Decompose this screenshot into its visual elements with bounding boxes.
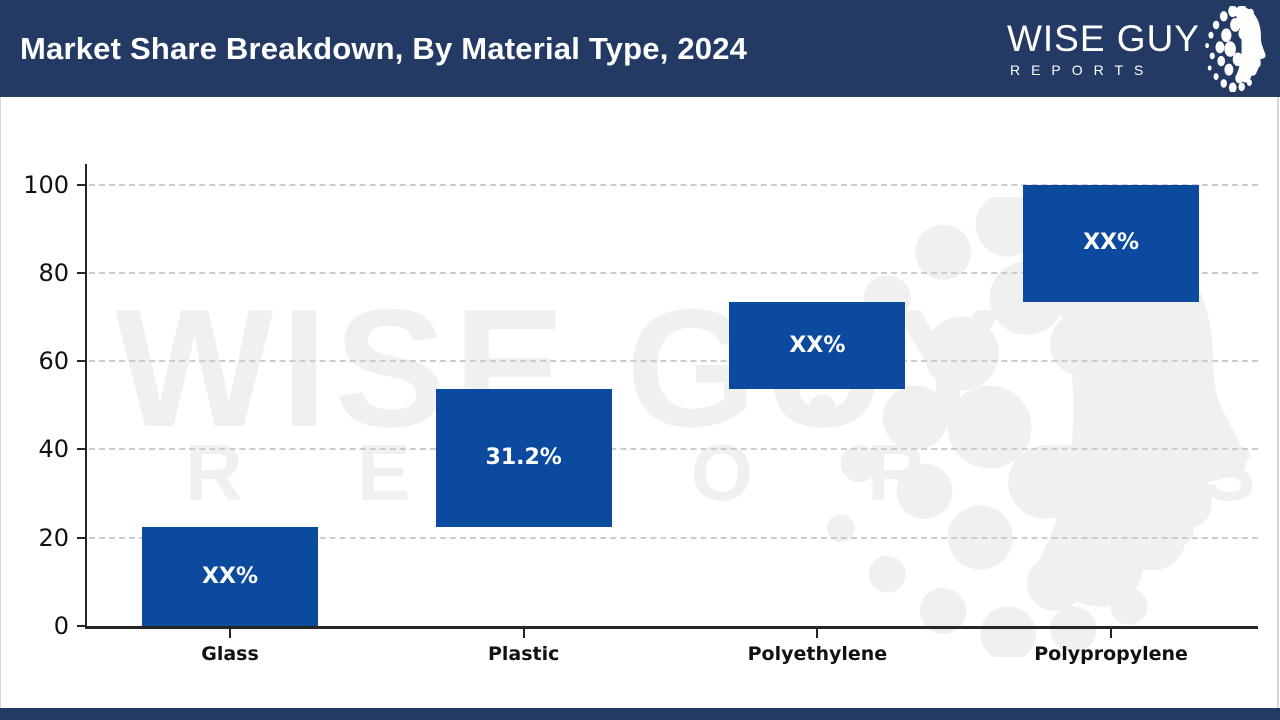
bar	[729, 301, 906, 390]
right-border	[1277, 97, 1279, 708]
x-tick	[816, 629, 819, 638]
wise-guy-logo: WISE GUY REPORTS	[1007, 0, 1266, 97]
gridline	[89, 536, 1258, 539]
logo-text: WISE GUY REPORTS	[1007, 20, 1200, 78]
y-axis-line	[85, 164, 87, 629]
chart-area: 0 20 40 60 80 100 XX% Glass 31.2% Plastic XX% Polye…	[0, 97, 1280, 708]
bar	[435, 389, 612, 528]
y-tick-label: 80	[38, 258, 69, 287]
page-title: Market Share Breakdown, By Material Type…	[20, 30, 748, 66]
left-border	[0, 97, 1, 708]
bar	[142, 527, 318, 626]
gridline	[89, 183, 1258, 186]
y-tick	[77, 183, 85, 186]
y-tick	[77, 448, 85, 451]
x-tick-label: Polyethylene	[747, 643, 888, 665]
y-tick	[77, 625, 85, 627]
x-tick	[522, 629, 525, 638]
y-tick-label: 100	[23, 170, 69, 199]
logo-reports-label: REPORTS	[1009, 61, 1155, 78]
dotted-head-icon	[1205, 5, 1266, 92]
x-tick	[1110, 629, 1113, 638]
y-tick-label: 40	[38, 435, 69, 464]
gridline	[89, 448, 1258, 451]
app-header: Market Share Breakdown, By Material Type…	[0, 0, 1280, 97]
x-tick-label: Plastic	[487, 643, 560, 665]
y-tick	[77, 271, 85, 274]
y-tick-label: 0	[53, 612, 69, 640]
y-tick	[77, 536, 85, 539]
bar-value-label: XX%	[1083, 230, 1140, 256]
logo-wiseguy-label: WISE GUY	[1006, 17, 1200, 59]
y-tick-label: 60	[38, 347, 69, 376]
bar-value-label: 31.2%	[485, 445, 562, 471]
x-tick	[229, 629, 231, 638]
gridline	[89, 271, 1258, 274]
bar-value-label: XX%	[789, 332, 846, 358]
x-axis-line	[85, 626, 1258, 629]
gridline	[89, 360, 1258, 363]
bar	[1023, 184, 1200, 302]
x-tick-label: Polypropylene	[1034, 643, 1188, 665]
y-tick-label: 20	[38, 523, 69, 552]
x-tick-label: Glass	[201, 643, 259, 665]
y-tick	[77, 360, 85, 363]
footer-bar	[0, 708, 1280, 720]
bar-value-label: XX%	[202, 563, 258, 589]
